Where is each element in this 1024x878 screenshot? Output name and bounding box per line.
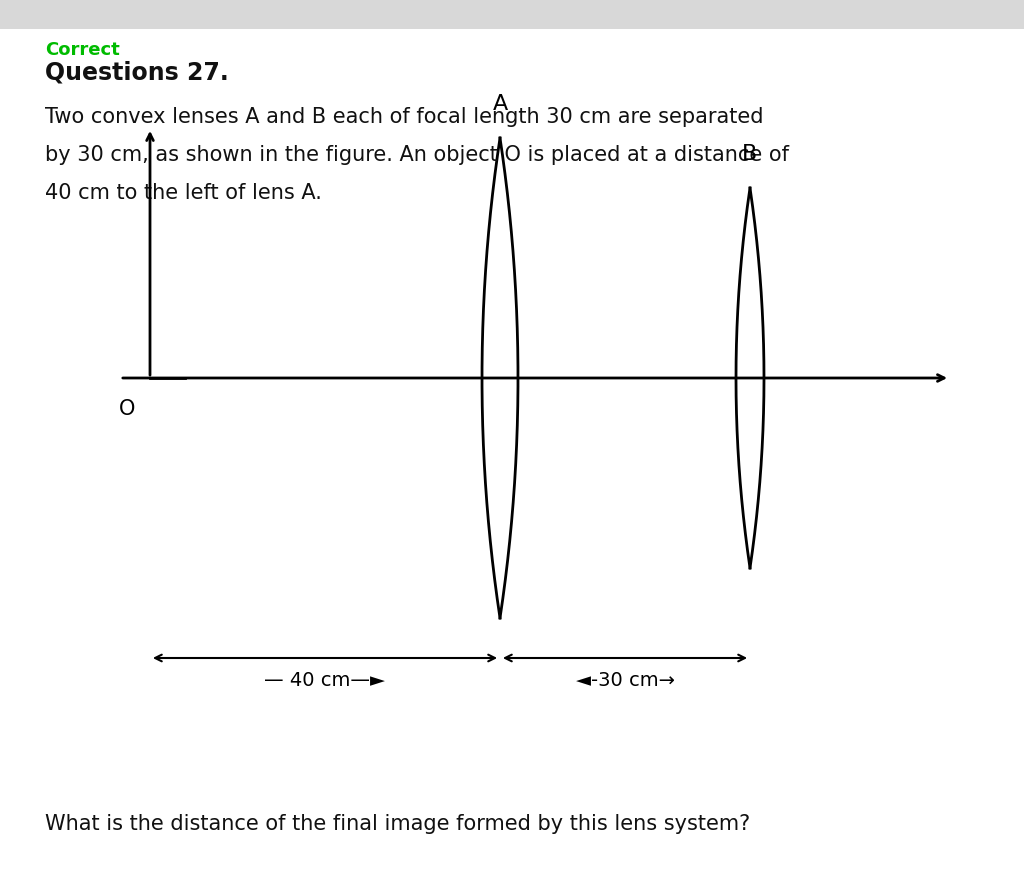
Text: A: A — [493, 94, 508, 114]
Bar — [0, 0, 1024, 30]
Text: Two convex lenses A and B each of focal length 30 cm are separated: Two convex lenses A and B each of focal … — [45, 107, 764, 126]
Text: Correct: Correct — [45, 41, 120, 59]
Text: by 30 cm, as shown in the figure. An object O is placed at a distance of: by 30 cm, as shown in the figure. An obj… — [45, 145, 790, 165]
Text: 40 cm to the left of lens A.: 40 cm to the left of lens A. — [45, 183, 322, 203]
Text: What is the distance of the final image formed by this lens system?: What is the distance of the final image … — [45, 813, 751, 833]
Text: O: O — [119, 399, 135, 419]
Text: — 40 cm—►: — 40 cm—► — [264, 670, 385, 689]
Text: B: B — [742, 144, 758, 164]
Text: ◄-30 cm→: ◄-30 cm→ — [575, 670, 675, 689]
Text: Questions 27.: Questions 27. — [45, 61, 228, 85]
